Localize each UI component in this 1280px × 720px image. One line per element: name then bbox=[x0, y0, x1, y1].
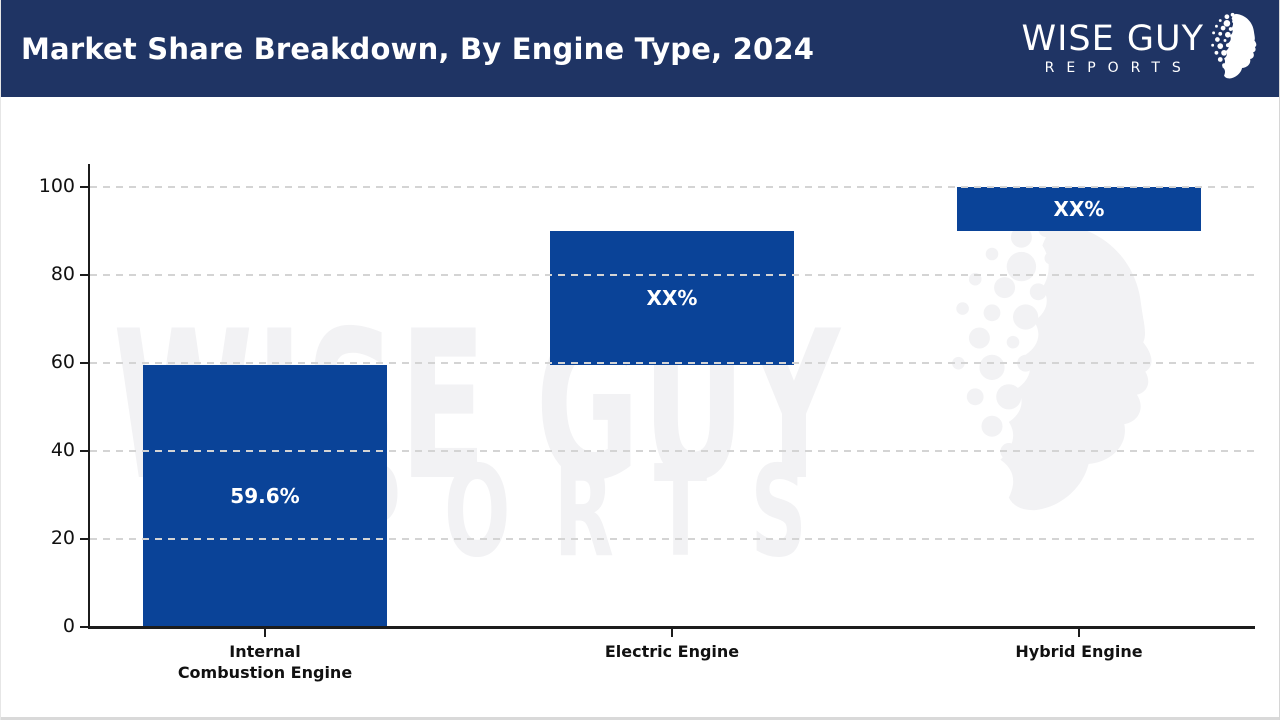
y-axis-line bbox=[88, 164, 90, 629]
gridline bbox=[90, 274, 1254, 276]
logo-subtext: REPORTS bbox=[1044, 60, 1193, 76]
y-tick bbox=[80, 450, 88, 452]
bar-value-label: XX% bbox=[1053, 197, 1105, 221]
gridline bbox=[90, 538, 1254, 540]
y-tick bbox=[80, 274, 88, 276]
x-category-label: Internal Combustion Engine bbox=[177, 642, 353, 682]
x-tick bbox=[1078, 629, 1080, 637]
y-tick-label: 0 bbox=[62, 615, 75, 637]
x-tick bbox=[671, 629, 673, 637]
y-tick-label: 60 bbox=[50, 351, 75, 373]
y-tick-label: 80 bbox=[50, 263, 75, 285]
wiseguy-logo: WISE GUY REPORTS bbox=[1021, 11, 1263, 87]
y-tick bbox=[80, 186, 88, 188]
y-tick-label: 40 bbox=[50, 439, 75, 461]
bar: XX% bbox=[957, 187, 1201, 231]
frame-bottom-border bbox=[1, 717, 1279, 720]
gridline bbox=[90, 450, 1254, 452]
y-tick bbox=[80, 626, 88, 628]
gridline bbox=[90, 186, 1254, 188]
logo-wordmark: WISE GUY bbox=[1021, 19, 1204, 59]
x-axis-line bbox=[88, 626, 1255, 629]
x-category-label: Electric Engine bbox=[604, 642, 740, 661]
header-bar: Market Share Breakdown, By Engine Type, … bbox=[1, 0, 1279, 97]
y-tick bbox=[80, 538, 88, 540]
y-tick bbox=[80, 362, 88, 364]
x-category-label: Hybrid Engine bbox=[1015, 642, 1143, 661]
watermark-face-icon bbox=[952, 220, 1152, 511]
gridline bbox=[90, 362, 1254, 364]
page-title: Market Share Breakdown, By Engine Type, … bbox=[21, 31, 815, 66]
bar: 59.6% bbox=[143, 364, 387, 627]
y-tick-label: 20 bbox=[50, 527, 75, 549]
x-tick bbox=[264, 629, 266, 637]
y-tick-label: 100 bbox=[38, 175, 75, 197]
bar: XX% bbox=[550, 231, 794, 365]
bar-value-label: 59.6% bbox=[230, 483, 300, 508]
bar-value-label: XX% bbox=[646, 285, 698, 310]
wiseguy-face-icon bbox=[1211, 12, 1257, 78]
